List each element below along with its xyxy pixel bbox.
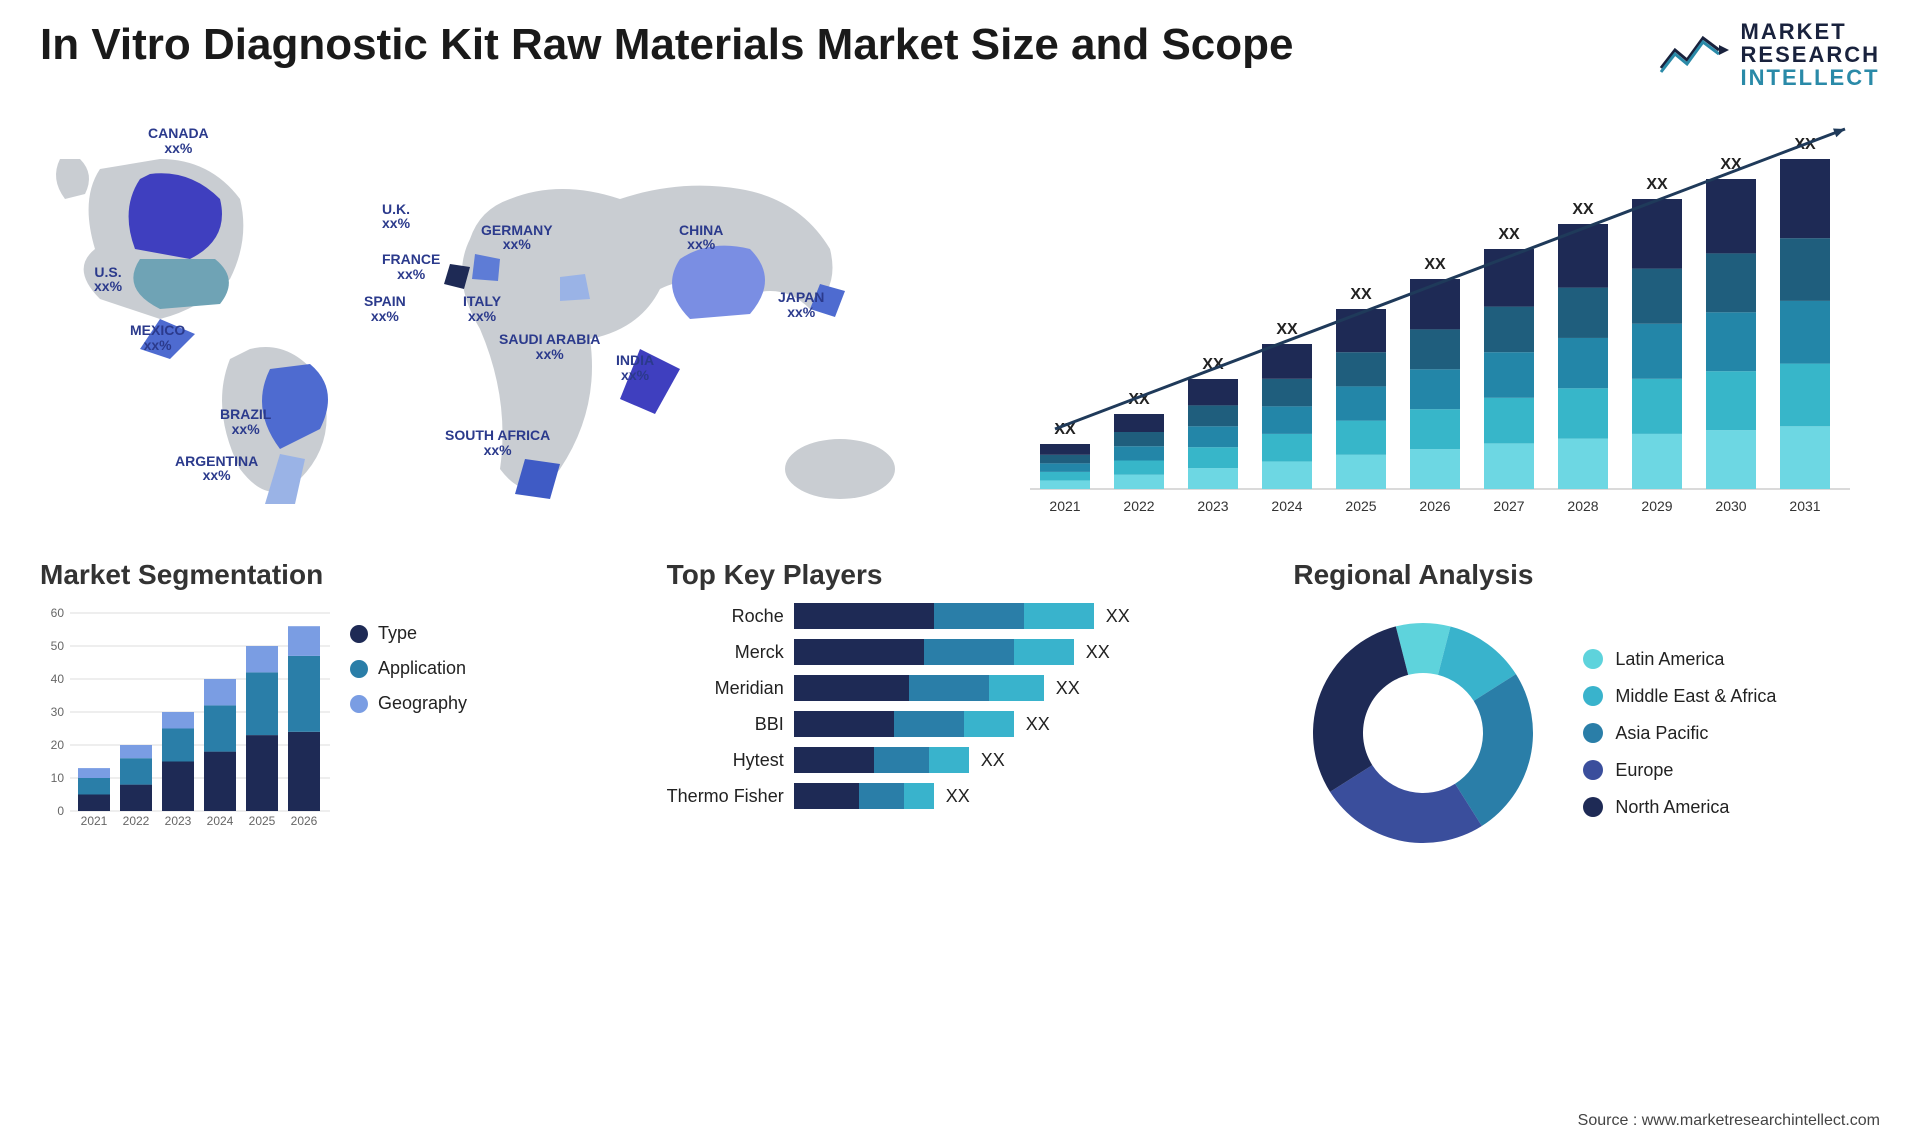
kp-bar-row: XX	[794, 603, 1130, 629]
svg-text:2026: 2026	[1419, 498, 1450, 514]
kp-label: Hytest	[733, 747, 784, 773]
map-label-canada: CANADAxx%	[148, 126, 209, 155]
regional-title: Regional Analysis	[1293, 559, 1880, 591]
growth-bar-chart: XX2021XX2022XX2023XX2024XX2025XX2026XX20…	[980, 109, 1880, 529]
svg-text:XX: XX	[1646, 176, 1668, 193]
svg-text:2030: 2030	[1715, 498, 1746, 514]
reg-legend-item: Asia Pacific	[1583, 723, 1776, 744]
key-players-chart: Roche Merck Meridian BBI Hytest Thermo Fisher…	[667, 603, 1254, 809]
svg-text:0: 0	[57, 804, 64, 818]
logo-graphic-icon	[1659, 27, 1729, 82]
segmentation-chart: 0 10 20 30 40 50 60 2021 2022 2023 2024 2025 2026	[40, 603, 330, 833]
source-attribution: Source : www.marketresearchintellect.com	[1578, 1112, 1880, 1130]
svg-text:2025: 2025	[249, 814, 276, 828]
svg-text:60: 60	[51, 606, 65, 620]
segmentation-legend: Type Application Geography	[350, 603, 467, 833]
svg-text:2029: 2029	[1641, 498, 1672, 514]
segmentation-section: Market Segmentation 0 10 20 30 40 50 60 2021 202…	[40, 559, 627, 863]
svg-text:40: 40	[51, 672, 65, 686]
key-players-title: Top Key Players	[667, 559, 1254, 591]
map-label-spain: SPAINxx%	[364, 294, 406, 323]
svg-text:10: 10	[51, 771, 65, 785]
svg-text:XX: XX	[1572, 201, 1594, 218]
kp-bar-row: XX	[794, 639, 1130, 665]
map-label-france: FRANCExx%	[382, 252, 440, 281]
kp-label: Meridian	[715, 675, 784, 701]
kp-bar-row: XX	[794, 711, 1130, 737]
segmentation-title: Market Segmentation	[40, 559, 627, 591]
map-label-china: CHINAxx%	[679, 223, 723, 252]
svg-text:2027: 2027	[1493, 498, 1524, 514]
logo-line-1: MARKET	[1741, 20, 1880, 43]
svg-text:2022: 2022	[123, 814, 150, 828]
svg-text:2023: 2023	[1197, 498, 1228, 514]
svg-text:2031: 2031	[1789, 498, 1820, 514]
kp-bar-row: XX	[794, 783, 1130, 809]
svg-text:2023: 2023	[165, 814, 192, 828]
map-label-south-africa: SOUTH AFRICAxx%	[445, 428, 550, 457]
kp-label: Merck	[735, 639, 784, 665]
svg-text:2028: 2028	[1567, 498, 1598, 514]
map-label-u-k-: U.K.xx%	[382, 202, 410, 231]
key-players-section: Top Key Players Roche Merck Meridian BBI Hyt…	[667, 559, 1254, 863]
map-label-saudi-arabia: SAUDI ARABIAxx%	[499, 332, 600, 361]
map-label-italy: ITALYxx%	[463, 294, 501, 323]
svg-text:XX: XX	[1350, 286, 1372, 303]
seg-legend-geography: Geography	[350, 693, 467, 714]
reg-legend-item: Europe	[1583, 760, 1776, 781]
kp-bar-row: XX	[794, 675, 1130, 701]
map-label-brazil: BRAZILxx%	[220, 407, 271, 436]
regional-section: Regional Analysis Latin America Middle Ea…	[1293, 559, 1880, 863]
svg-text:2026: 2026	[291, 814, 318, 828]
kp-label: Roche	[732, 603, 784, 629]
reg-legend-item: North America	[1583, 797, 1776, 818]
map-label-argentina: ARGENTINAxx%	[175, 454, 258, 483]
reg-legend-item: Middle East & Africa	[1583, 686, 1776, 707]
map-label-mexico: MEXICOxx%	[130, 323, 185, 352]
seg-legend-type: Type	[350, 623, 467, 644]
brand-logo: MARKET RESEARCH INTELLECT	[1659, 20, 1880, 89]
svg-text:50: 50	[51, 639, 65, 653]
map-label-india: INDIAxx%	[616, 353, 654, 382]
svg-text:2024: 2024	[207, 814, 234, 828]
seg-legend-application: Application	[350, 658, 467, 679]
map-label-japan: JAPANxx%	[778, 290, 824, 319]
svg-text:20: 20	[51, 738, 65, 752]
svg-text:2024: 2024	[1271, 498, 1302, 514]
svg-text:XX: XX	[1276, 321, 1298, 338]
world-map: CANADAxx% U.S.xx% MEXICOxx% BRAZILxx% ARGENT…	[40, 109, 940, 529]
map-label-u-s-: U.S.xx%	[94, 265, 122, 294]
svg-text:2022: 2022	[1123, 498, 1154, 514]
svg-text:2021: 2021	[1049, 498, 1080, 514]
reg-legend-item: Latin America	[1583, 649, 1776, 670]
svg-text:XX: XX	[1498, 226, 1520, 243]
regional-legend: Latin America Middle East & Africa Asia Pa…	[1583, 649, 1776, 818]
regional-donut-chart	[1293, 603, 1553, 863]
logo-line-2: RESEARCH	[1741, 43, 1880, 66]
svg-text:2025: 2025	[1345, 498, 1376, 514]
svg-text:XX: XX	[1424, 256, 1446, 273]
map-label-germany: GERMANYxx%	[481, 223, 553, 252]
logo-line-3: INTELLECT	[1741, 66, 1880, 89]
svg-text:2021: 2021	[81, 814, 108, 828]
page-title: In Vitro Diagnostic Kit Raw Materials Ma…	[40, 20, 1294, 70]
kp-label: BBI	[755, 711, 784, 737]
svg-text:30: 30	[51, 705, 65, 719]
kp-bar-row: XX	[794, 747, 1130, 773]
kp-label: Thermo Fisher	[667, 783, 784, 809]
